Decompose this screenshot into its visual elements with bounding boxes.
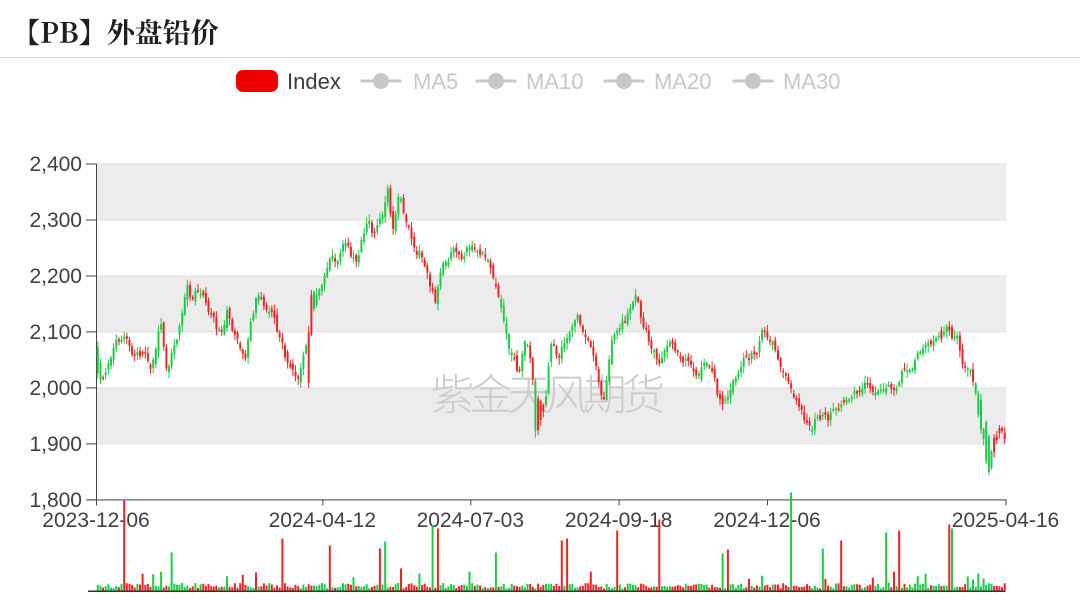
svg-text:2,200: 2,200 bbox=[29, 265, 82, 288]
svg-text:1,800: 1,800 bbox=[29, 489, 82, 512]
svg-text:2024-04-12: 2024-04-12 bbox=[269, 509, 376, 532]
svg-text:2024-07-03: 2024-07-03 bbox=[417, 509, 524, 532]
svg-text:1,900: 1,900 bbox=[29, 433, 82, 456]
svg-text:2024-09-18: 2024-09-18 bbox=[565, 509, 672, 532]
svg-text:2,300: 2,300 bbox=[29, 209, 82, 232]
svg-text:MA5: MA5 bbox=[413, 69, 458, 94]
svg-text:2024-12-06: 2024-12-06 bbox=[713, 509, 820, 532]
svg-text:2,100: 2,100 bbox=[29, 321, 82, 344]
svg-text:2025-04-16: 2025-04-16 bbox=[952, 509, 1059, 532]
svg-text:2023-12-06: 2023-12-06 bbox=[42, 509, 149, 532]
svg-text:2,400: 2,400 bbox=[29, 153, 82, 176]
svg-text:MA10: MA10 bbox=[526, 69, 583, 94]
svg-text:MA30: MA30 bbox=[783, 69, 840, 94]
svg-text:MA20: MA20 bbox=[654, 69, 711, 94]
svg-text:2,000: 2,000 bbox=[29, 377, 82, 400]
svg-text:Index: Index bbox=[287, 69, 341, 94]
